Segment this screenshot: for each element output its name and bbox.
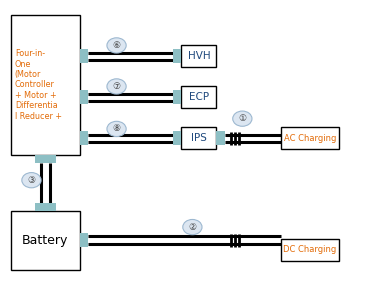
Circle shape — [183, 219, 202, 235]
Text: ①: ① — [238, 114, 246, 123]
Bar — [281, 239, 339, 261]
Text: Four-in-
One
(Motor
Controller
+ Motor +
Differentia
l Reducer +: Four-in- One (Motor Controller + Motor +… — [15, 49, 62, 121]
Text: ⑦: ⑦ — [112, 82, 121, 91]
Bar — [80, 131, 88, 146]
Circle shape — [107, 121, 126, 137]
Text: DC Charging: DC Charging — [283, 245, 336, 254]
Text: Battery: Battery — [22, 234, 68, 247]
Text: ⑥: ⑥ — [112, 41, 121, 50]
Circle shape — [107, 79, 126, 94]
Bar — [181, 45, 216, 67]
Text: ⑧: ⑧ — [112, 125, 121, 133]
Bar — [216, 131, 225, 146]
Bar — [181, 86, 216, 108]
Text: HVH: HVH — [188, 51, 210, 62]
Bar — [173, 131, 181, 146]
Bar — [11, 211, 80, 270]
Bar — [181, 127, 216, 149]
Bar — [11, 15, 80, 155]
Text: ③: ③ — [27, 176, 36, 185]
Bar — [281, 127, 339, 149]
Bar — [173, 49, 181, 64]
Text: ECP: ECP — [189, 92, 209, 103]
Text: ②: ② — [188, 223, 196, 231]
Text: AC Charging: AC Charging — [284, 134, 336, 143]
Bar — [80, 49, 88, 64]
Bar — [173, 90, 181, 105]
Circle shape — [107, 38, 126, 53]
Text: IPS: IPS — [191, 133, 207, 144]
Bar — [35, 155, 56, 163]
Circle shape — [22, 173, 41, 188]
Bar — [35, 203, 56, 211]
Bar — [80, 233, 88, 247]
Circle shape — [233, 111, 252, 126]
Bar — [80, 90, 88, 105]
